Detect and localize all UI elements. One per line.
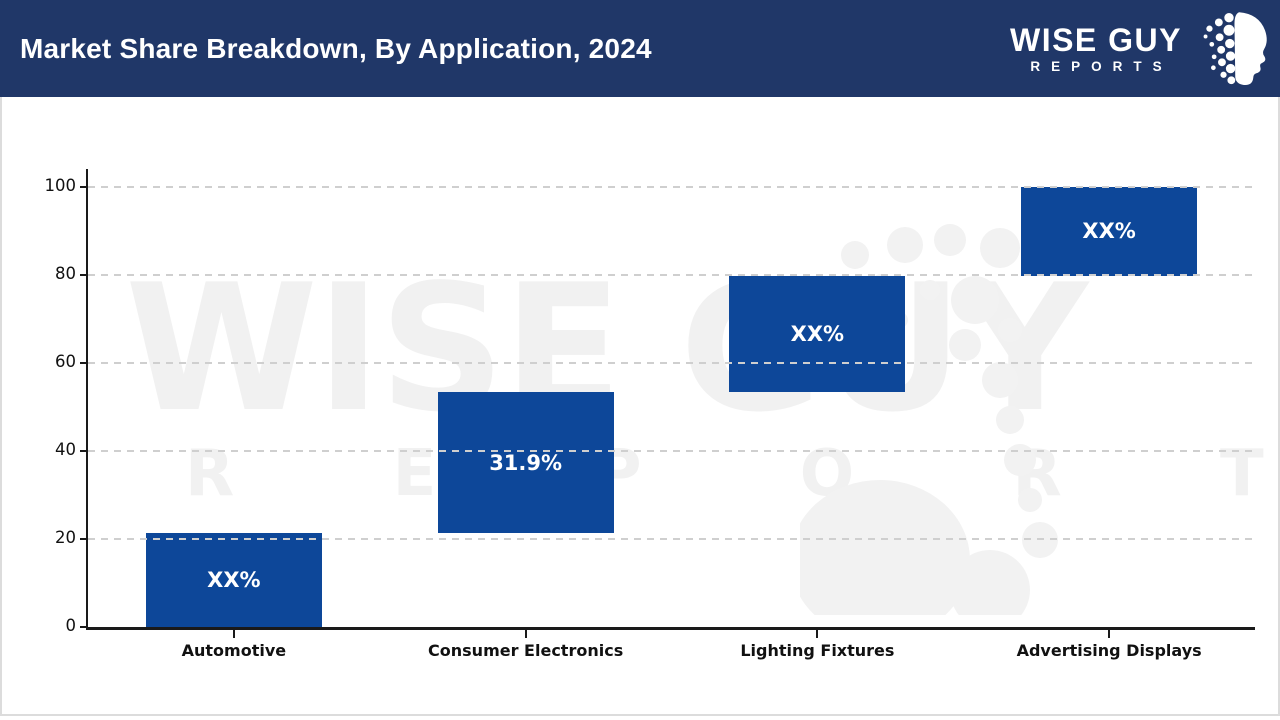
x-tick [1108,630,1111,638]
gridline [88,186,1255,188]
logo-subtext: REPORTS [1030,58,1173,74]
y-tick [80,626,88,628]
x-axis-label: Automotive [181,641,287,660]
y-tick-label: 60 [55,352,76,371]
bar-value-label: XX% [790,322,845,347]
gridline [88,538,1255,540]
watermark-subtext: R E P O R T S [185,437,1280,511]
bar: XX% [145,532,322,627]
bar: XX% [1021,187,1198,276]
y-tick-label: 100 [44,176,77,195]
page-title: Market Share Breakdown, By Application, … [20,32,652,64]
y-tick-label: 20 [55,528,76,547]
y-axis-spine [86,169,88,630]
x-tick [524,630,527,638]
bar-value-label: XX% [1082,219,1136,244]
logo-wordmark: WISE GUY [1009,21,1182,58]
x-axis-label: Advertising Displays [1016,641,1202,660]
y-tick [80,186,88,188]
x-axis-spine [86,627,1255,630]
y-tick-label: 0 [65,616,77,635]
y-tick-label: 40 [55,440,76,459]
gridline [88,362,1255,364]
y-tick [80,538,88,540]
logo-text: WISE GUY REPORTS [1010,24,1182,74]
y-tick [80,274,88,276]
bar: XX% [729,275,906,393]
x-axis-label: Lighting Fixtures [740,641,895,660]
gridline [88,450,1255,452]
y-tick [80,450,88,452]
gridline [88,274,1255,276]
logo-head-icon [1203,11,1267,85]
bar: 31.9% [437,392,614,533]
x-tick [816,630,819,638]
y-tick-label: 80 [55,264,76,283]
bar-value-label: XX% [207,567,261,592]
header-bar: Market Share Breakdown, By Application, … [0,0,1280,97]
x-tick [232,630,235,638]
bar-value-label: 31.9% [489,450,563,475]
x-axis-label: Consumer Electronics [428,641,624,660]
y-tick [80,362,88,364]
wise-guy-logo: WISE GUY REPORTS [1010,3,1272,95]
